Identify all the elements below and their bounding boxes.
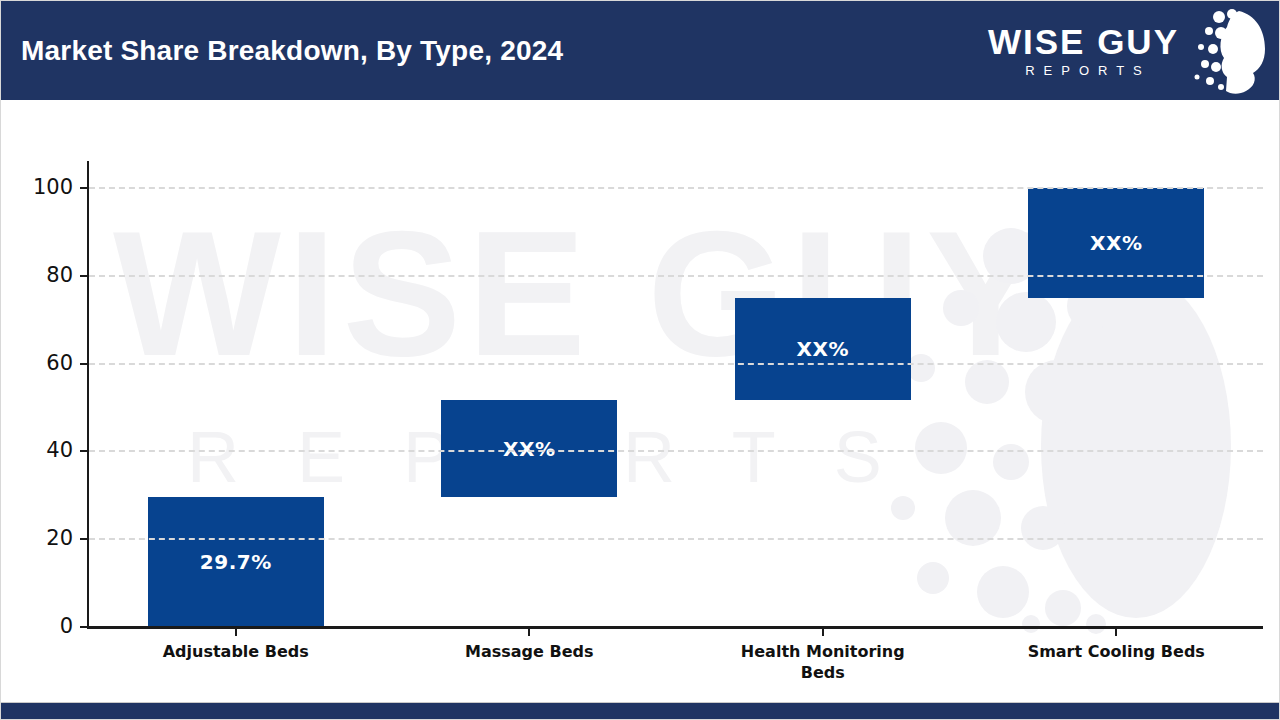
x-tick-2 — [528, 628, 530, 636]
bar-3: XX% — [735, 298, 911, 401]
page-title: Market Share Breakdown, By Type, 2024 — [1, 35, 563, 67]
bar-value-label: XX% — [797, 337, 849, 361]
gridline-100 — [89, 187, 1263, 189]
x-tick-label-3: Health Monitoring Beds — [718, 641, 928, 683]
logo-subtitle: REPORTS — [1016, 63, 1151, 78]
y-tick-label-0: 0 — [13, 614, 73, 638]
bar-value-label: 29.7% — [200, 550, 272, 574]
bar-4: XX% — [1028, 188, 1204, 298]
chart-area: WISE GUY REPORTS 02040608010029.7%Adjust… — [1, 100, 1280, 705]
waterfall-chart: WISE GUY REPORTS 0 20 40 60 80 100 29.7% Adjust… — [1, 1, 1280, 720]
footer-bar — [1, 702, 1280, 719]
x-tick-label-4: Smart Cooling Beds — [1011, 641, 1221, 662]
gridline-80 — [89, 275, 1263, 277]
gridline-20 — [89, 538, 1263, 540]
gridline-60 — [89, 363, 1263, 365]
bar-2: XX% — [441, 400, 617, 496]
x-tick-label-1: Adjustable Beds — [131, 641, 341, 662]
gridline-40 — [89, 450, 1263, 452]
bar-1: 29.7% — [148, 497, 324, 627]
header-bar: Market Share Breakdown, By Type, 2024 WI… — [1, 1, 1280, 100]
y-tick-label-100: 100 — [13, 175, 73, 199]
y-axis-line — [87, 161, 89, 629]
logo-wordmark: WISE GUY — [988, 24, 1179, 60]
x-tick-3 — [822, 628, 824, 636]
x-axis-line — [87, 626, 1263, 629]
x-tick-label-2: Massage Beds — [424, 641, 634, 662]
bar-value-label: XX% — [1090, 231, 1142, 255]
bar-value-label: XX% — [503, 437, 555, 461]
x-tick-1 — [235, 628, 237, 636]
logo-face-dots-icon — [1183, 7, 1269, 95]
x-tick-4 — [1115, 628, 1117, 636]
y-tick-label-40: 40 — [13, 438, 73, 462]
y-tick-label-80: 80 — [13, 263, 73, 287]
y-tick-label-20: 20 — [13, 526, 73, 550]
logo-text: WISE GUY REPORTS — [988, 24, 1179, 78]
y-tick-label-60: 60 — [13, 351, 73, 375]
wise-guy-logo: WISE GUY REPORTS — [988, 7, 1269, 95]
